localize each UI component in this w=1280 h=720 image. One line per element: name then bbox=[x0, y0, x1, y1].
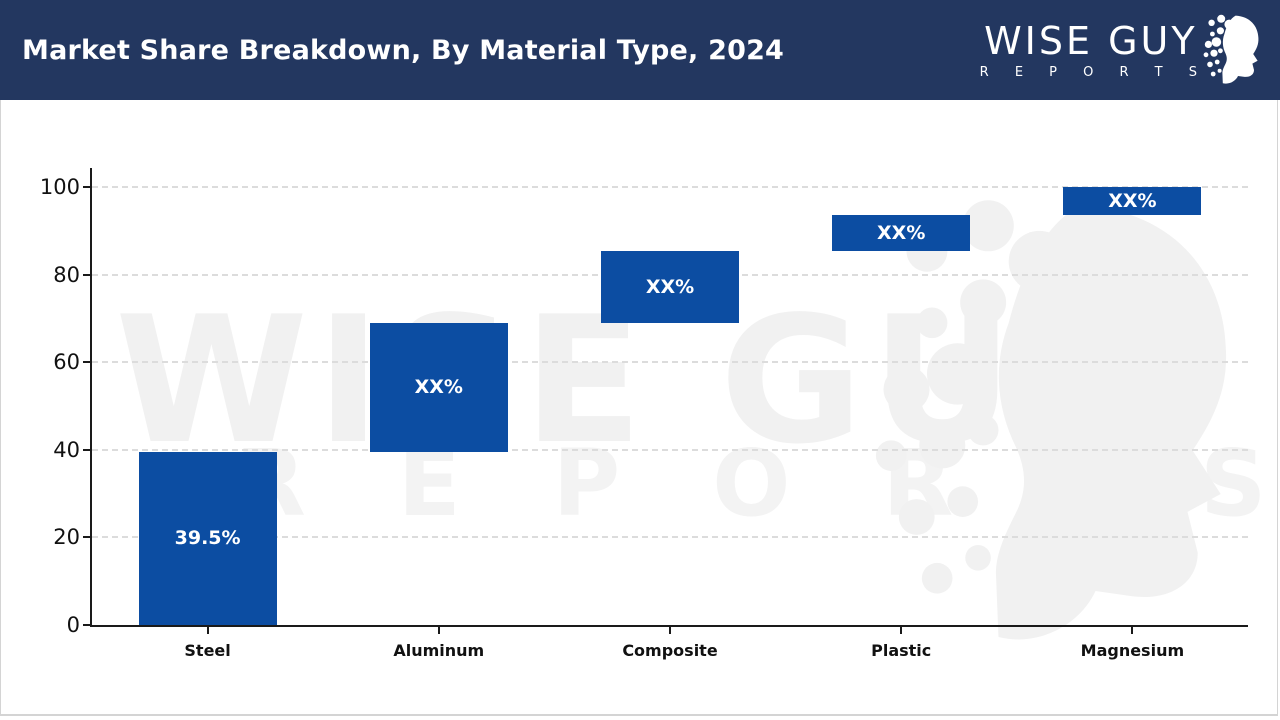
y-tick-label-60: 60 bbox=[53, 350, 80, 375]
y-axis-line bbox=[90, 168, 92, 627]
x-axis-label-plastic: Plastic bbox=[871, 641, 932, 660]
y-tick-label-40: 40 bbox=[53, 437, 80, 462]
x-axis-label-aluminum: Aluminum bbox=[393, 641, 485, 660]
gridline-20 bbox=[92, 536, 1248, 539]
bar-composite: XX% bbox=[601, 250, 739, 323]
bar-label-plastic: XX% bbox=[877, 221, 926, 244]
bar-steel: 39.5% bbox=[138, 451, 277, 625]
bar-aluminum: XX% bbox=[369, 322, 508, 452]
y-tick-mark-0 bbox=[83, 624, 92, 626]
wiseguy-logo-name: WISE GUY bbox=[984, 18, 1198, 63]
bar-label-magnesium: XX% bbox=[1108, 190, 1157, 213]
wiseguy-logo: WISE GUY R E P O R T S bbox=[974, 9, 1280, 91]
y-tick-label-20: 20 bbox=[53, 525, 80, 550]
header-bar: Market Share Breakdown, By Material Type… bbox=[0, 0, 1280, 100]
x-axis-label-magnesium: Magnesium bbox=[1080, 641, 1185, 660]
x-axis-line bbox=[90, 625, 1248, 627]
y-tick-mark-60 bbox=[83, 361, 92, 364]
bar-magnesium: XX% bbox=[1063, 187, 1202, 216]
y-tick-mark-40 bbox=[83, 448, 92, 451]
bar-label-composite: XX% bbox=[645, 275, 695, 298]
gridline-100 bbox=[92, 186, 1248, 188]
page-title: Market Share Breakdown, By Material Type… bbox=[22, 34, 785, 66]
y-tick-label-0: 0 bbox=[66, 613, 80, 637]
x-tick-mark-steel bbox=[206, 627, 209, 634]
y-tick-mark-20 bbox=[83, 536, 92, 539]
bar-plastic: XX% bbox=[832, 215, 971, 251]
gridline-60 bbox=[92, 361, 1248, 364]
x-tick-mark-plastic bbox=[900, 627, 903, 634]
y-tick-label-100: 100 bbox=[39, 175, 80, 199]
y-tick-mark-100 bbox=[83, 186, 92, 188]
wiseguy-logo-sub: R E P O R T S bbox=[979, 64, 1208, 80]
y-tick-label-80: 80 bbox=[53, 262, 80, 287]
x-tick-mark-magnesium bbox=[1131, 627, 1134, 634]
x-tick-mark-aluminum bbox=[437, 627, 440, 634]
x-tick-mark-composite bbox=[669, 627, 671, 634]
x-axis-label-composite: Composite bbox=[622, 641, 718, 660]
bar-label-steel: 39.5% bbox=[174, 527, 241, 550]
bar-label-aluminum: XX% bbox=[414, 376, 463, 399]
y-tick-mark-80 bbox=[83, 273, 92, 276]
wiseguy-logo-text: WISE GUY R E P O R T S bbox=[974, 22, 1208, 79]
x-axis-label-steel: Steel bbox=[184, 641, 231, 660]
gridline-40 bbox=[92, 448, 1248, 451]
